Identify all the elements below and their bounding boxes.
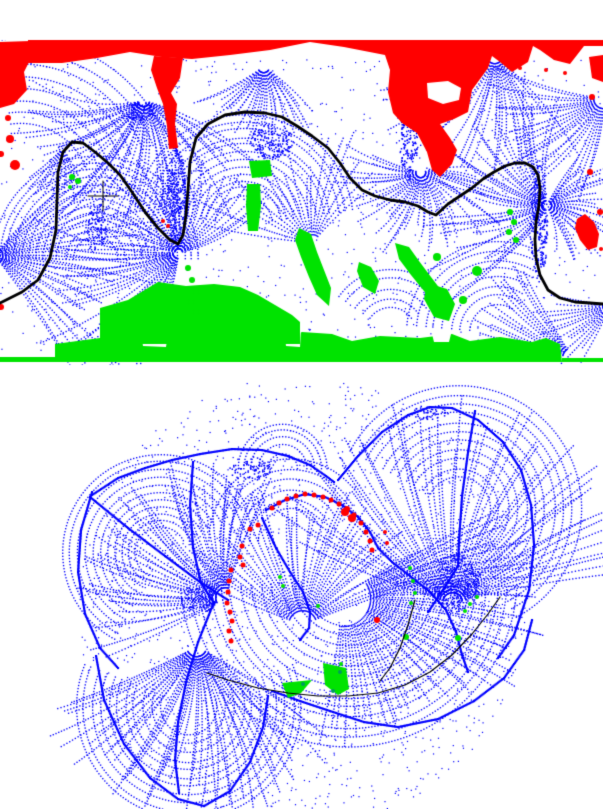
- field-line-figure: [0, 0, 603, 809]
- figure-canvas: [0, 0, 603, 809]
